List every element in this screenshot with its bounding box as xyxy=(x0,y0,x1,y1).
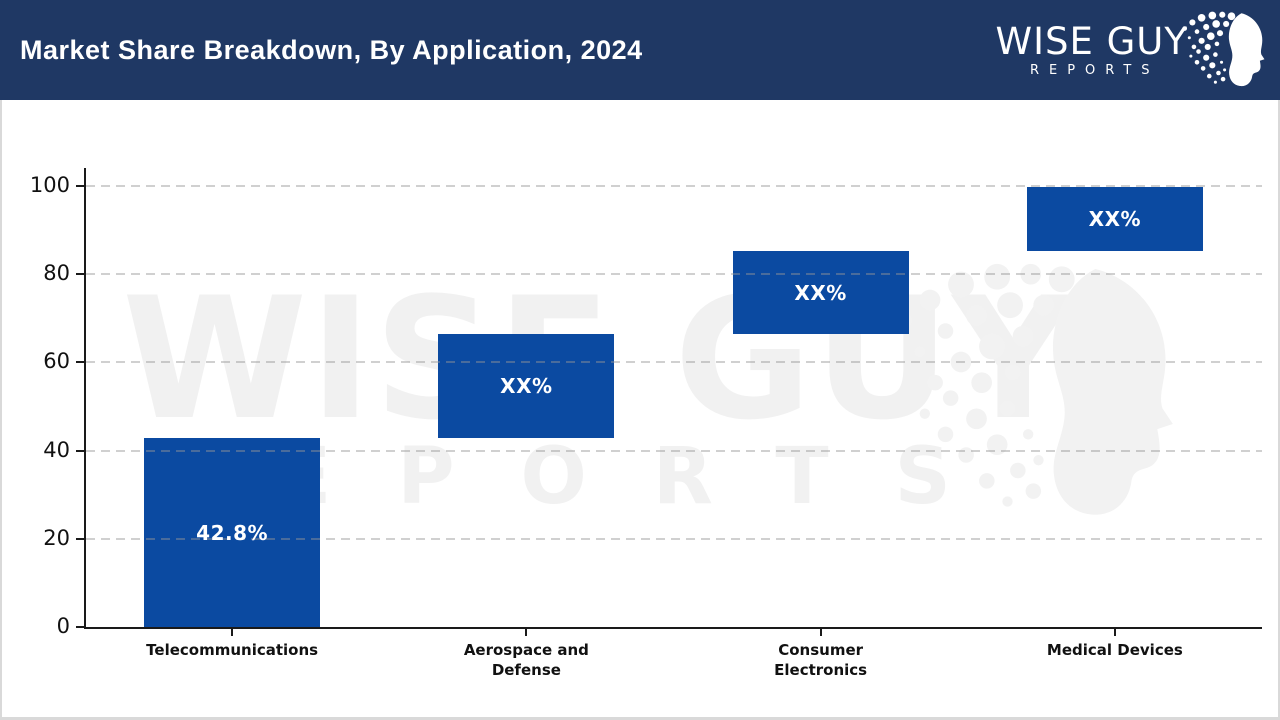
bar-aerospace-and-defense xyxy=(438,334,615,439)
y-axis-tick xyxy=(76,273,84,276)
y-axis-tick-label: 40 xyxy=(43,437,70,462)
y-axis-tick-label: 80 xyxy=(43,261,70,286)
y-axis-tick-label: 0 xyxy=(56,614,70,638)
page-left-border xyxy=(0,100,2,720)
bar-value-label-telecommunications: 42.8% xyxy=(196,520,269,545)
y-axis-tick-label: 100 xyxy=(29,173,70,197)
gridline xyxy=(86,185,1262,187)
gridline xyxy=(86,273,1262,276)
gridline xyxy=(86,361,1262,364)
x-axis-tick xyxy=(525,629,528,636)
gridline xyxy=(86,449,1262,452)
x-axis-category-label-aerospace-and-defense: Aerospace and Defense xyxy=(463,641,589,679)
header-bar: Market Share Breakdown, By Application, … xyxy=(0,0,1280,100)
x-axis-tick xyxy=(231,629,234,636)
y-axis-tick xyxy=(76,449,84,452)
page-right-border xyxy=(1278,100,1280,720)
wise-guy-logo: WISE GUY REPORTS xyxy=(996,7,1280,93)
page-title: Market Share Breakdown, By Application, … xyxy=(20,34,643,65)
y-axis-tick xyxy=(76,361,84,364)
bar-value-label-consumer-electronics: XX% xyxy=(794,280,847,305)
y-axis-tick-label: 60 xyxy=(43,349,70,374)
x-axis-tick xyxy=(1113,629,1116,636)
y-axis-line xyxy=(84,168,86,629)
bar-value-label-aerospace-and-defense: XX% xyxy=(500,374,553,399)
x-axis-category-label-telecommunications: Telecommunications xyxy=(146,641,319,659)
bar-consumer-electronics xyxy=(732,251,909,335)
logo-subtext: REPORTS xyxy=(1029,63,1160,78)
logo-text: WISE GUY REPORTS xyxy=(996,23,1188,77)
y-axis-tick xyxy=(76,626,84,628)
bar-value-label-medical-devices: XX% xyxy=(1088,207,1142,232)
x-axis-line xyxy=(84,627,1262,629)
y-axis-tick-label: 20 xyxy=(43,525,70,550)
x-axis-category-label-medical-devices: Medical Devices xyxy=(1046,641,1183,659)
x-axis-category-label-consumer-electronics: Consumer Electronics xyxy=(774,641,868,679)
gridline xyxy=(86,537,1262,540)
bar-medical-devices xyxy=(1026,186,1203,252)
y-axis-tick xyxy=(76,537,84,540)
x-axis-tick xyxy=(819,629,822,636)
page-bottom-border xyxy=(0,717,1280,720)
bar-telecommunications xyxy=(144,438,321,627)
y-axis-tick xyxy=(76,185,84,187)
logo-wordmark: WISE GUY xyxy=(995,20,1188,63)
